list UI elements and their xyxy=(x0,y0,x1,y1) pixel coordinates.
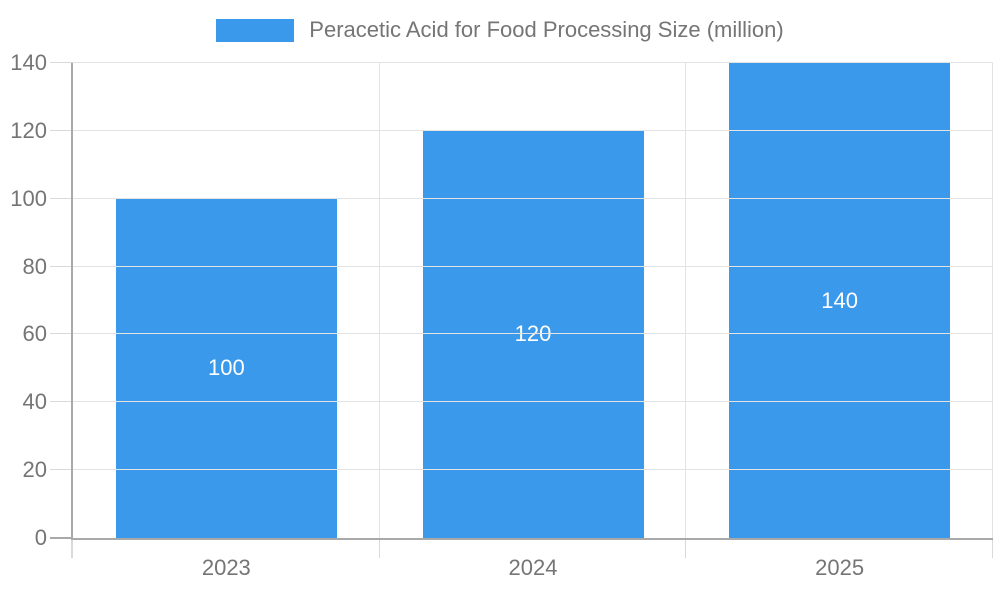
plot-area: 100 120 140 xyxy=(73,63,993,538)
gridline-horizontal xyxy=(73,333,993,335)
y-axis-label: 40 xyxy=(22,389,47,415)
y-axis-tick xyxy=(50,197,73,199)
y-axis-label: 100 xyxy=(10,185,47,211)
gridline-horizontal xyxy=(73,197,993,199)
bar-value-label: 100 xyxy=(207,355,245,381)
x-axis-label: 2025 xyxy=(815,555,865,580)
y-axis-label: 80 xyxy=(22,253,47,279)
x-axis-tick xyxy=(685,540,687,558)
gridline-horizontal xyxy=(73,401,993,403)
y-axis-label: 140 xyxy=(10,50,47,75)
x-axis-label: 2023 xyxy=(201,555,251,580)
legend-swatch-icon xyxy=(216,18,295,42)
x-axis-tick xyxy=(992,540,993,558)
x-axis-tick xyxy=(378,540,380,558)
y-axis-tick xyxy=(50,265,73,267)
gridline-horizontal xyxy=(73,265,993,267)
y-axis-tick xyxy=(50,469,73,471)
y-axis-tick xyxy=(50,333,73,335)
gridline-vertical xyxy=(378,63,380,538)
gridline-horizontal xyxy=(73,469,993,471)
x-axis-label: 2024 xyxy=(508,555,558,580)
y-axis-label: 120 xyxy=(10,117,47,143)
bar-2025[interactable]: 140 xyxy=(729,63,951,538)
legend[interactable]: Peracetic Acid for Food Processing Size … xyxy=(0,17,1000,43)
y-axis-line xyxy=(71,63,73,540)
gridline-vertical xyxy=(992,63,993,538)
y-axis-tick xyxy=(50,537,73,539)
gridline-horizontal xyxy=(73,62,993,63)
x-axis-line xyxy=(71,538,993,540)
y-axis-bottom-tick xyxy=(71,540,73,558)
gridline-vertical xyxy=(685,63,687,538)
y-axis-label: 20 xyxy=(22,457,47,483)
y-axis-tick xyxy=(50,401,73,403)
y-axis-label: 0 xyxy=(34,525,47,550)
bar-2023[interactable]: 100 xyxy=(115,198,337,538)
legend-label: Peracetic Acid for Food Processing Size … xyxy=(309,17,784,42)
gridline-horizontal xyxy=(73,129,993,131)
y-axis-tick xyxy=(50,62,73,63)
bar-value-label: 140 xyxy=(821,287,859,313)
y-axis-label: 60 xyxy=(22,321,47,347)
y-axis-tick xyxy=(50,129,73,131)
